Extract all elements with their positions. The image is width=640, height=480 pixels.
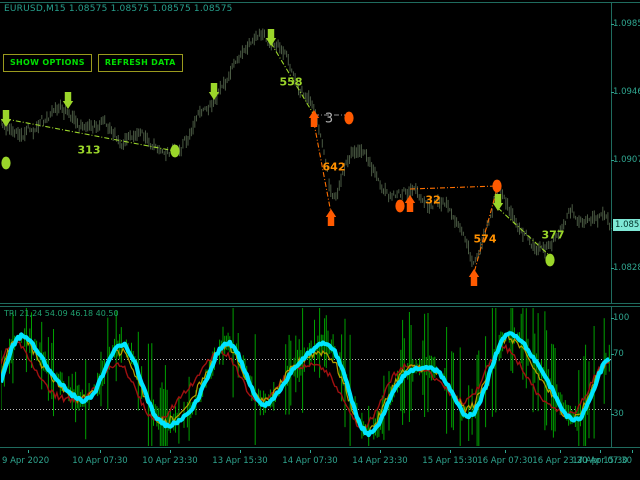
trend-line-3 — [313, 122, 332, 214]
time-label-5: 14 Apr 23:30 — [352, 456, 408, 466]
indicator-tick-2: 30 — [613, 409, 624, 419]
sell-arrow-0 — [1, 110, 12, 127]
symbol-quote-label: EURUSD,M15 1.08575 1.08575 1.08575 1.085… — [4, 4, 233, 14]
indicator-fast-line — [1, 331, 610, 435]
indicator-tick-mark-0 — [611, 318, 614, 319]
time-label-1: 10 Apr 07:30 — [72, 456, 128, 466]
price-tick-0: 1.09855 — [613, 19, 640, 29]
indicator-series-svg — [1, 308, 611, 446]
buy-dot-3 — [170, 144, 180, 158]
buy-arrow-6 — [308, 110, 320, 127]
time-label-2: 10 Apr 23:30 — [142, 456, 198, 466]
time-label-3: 13 Apr 15:30 — [212, 456, 268, 466]
trend-line-5 — [473, 188, 498, 274]
time-tick-4 — [310, 450, 311, 453]
time-tick-8 — [560, 450, 561, 453]
time-label-4: 14 Apr 07:30 — [282, 456, 338, 466]
time-label-0: 9 Apr 2020 — [2, 456, 50, 466]
sub-scale-separator — [611, 306, 612, 448]
price-tick-mark-0 — [611, 24, 614, 25]
sell-arrow-13 — [492, 194, 504, 211]
indicator-tick-mark-1 — [611, 354, 614, 355]
time-tick-6 — [450, 450, 451, 453]
indicator-main-line — [1, 331, 611, 438]
indicator-axis-scale[interactable]: 100 70 30 — [611, 306, 640, 448]
sell-arrow-5 — [265, 29, 277, 46]
time-tick-7 — [505, 450, 506, 453]
show-options-button[interactable]: SHOW OPTIONS — [3, 54, 92, 72]
main-scale-separator — [611, 2, 612, 304]
price-plot-area[interactable]: 313 558 3 642 32 574 377 — [1, 3, 611, 302]
time-axis[interactable]: 9 Apr 2020 10 Apr 07:30 10 Apr 23:30 13 Apr… — [0, 450, 640, 480]
indicator-histogram — [1, 308, 610, 446]
sell-dot-9 — [395, 199, 405, 213]
time-tick-3 — [240, 450, 241, 453]
trend-line-0 — [5, 118, 176, 152]
buy-arrow-10 — [404, 195, 416, 212]
current-price-tag: 1.08575 — [612, 218, 640, 232]
buy-arrow-8 — [325, 209, 337, 226]
indicator-tick-mark-2 — [611, 414, 614, 415]
price-tick-mark-4 — [611, 268, 614, 269]
price-tick-2: 1.09070 — [613, 155, 640, 165]
time-label-9: 17 Apr 15:30 — [572, 456, 628, 466]
sell-arrow-2 — [62, 92, 74, 109]
price-tick-4: 1.08280 — [613, 263, 640, 273]
trend-line-1 — [270, 42, 315, 116]
time-label-6: 15 Apr 15:30 — [422, 456, 478, 466]
indicator-plot-area[interactable] — [1, 307, 611, 447]
refresh-data-button[interactable]: REFRESH DATA — [97, 54, 183, 72]
buy-dot-14 — [545, 253, 555, 267]
sell-dot-7 — [344, 111, 354, 125]
time-tick-10 — [632, 450, 633, 453]
trend-line-6 — [497, 207, 551, 257]
price-series-svg — [1, 28, 611, 286]
price-tick-mark-1 — [611, 92, 614, 93]
indicator-tick-1: 70 — [613, 349, 624, 359]
time-tick-0 — [28, 450, 29, 453]
price-axis-scale[interactable]: 1.098551.094601.090701.086751.08280 — [611, 2, 640, 304]
time-tick-2 — [170, 450, 171, 453]
buy-dot-1 — [1, 156, 11, 170]
trend-line-4 — [409, 185, 498, 190]
time-label-10: 20 Apr 07:30 — [576, 456, 632, 466]
panel-button-row: SHOW OPTIONS REFRESH DATA — [3, 54, 183, 72]
price-tick-1: 1.09460 — [613, 87, 640, 97]
sell-arrow-4 — [208, 83, 220, 100]
time-tick-5 — [380, 450, 381, 453]
time-label-8: 16 Apr 23:30 — [532, 456, 588, 466]
time-tick-1 — [100, 450, 101, 453]
indicator-label: TRI 21,24 54.09 46.18 40.50 — [4, 309, 119, 318]
sell-dot-12 — [492, 179, 502, 193]
price-tick-mark-2 — [611, 160, 614, 161]
time-label-7: 16 Apr 07:30 — [477, 456, 533, 466]
indicator-tick-0: 100 — [613, 313, 630, 323]
buy-arrow-11 — [468, 269, 480, 286]
time-tick-9 — [600, 450, 601, 453]
